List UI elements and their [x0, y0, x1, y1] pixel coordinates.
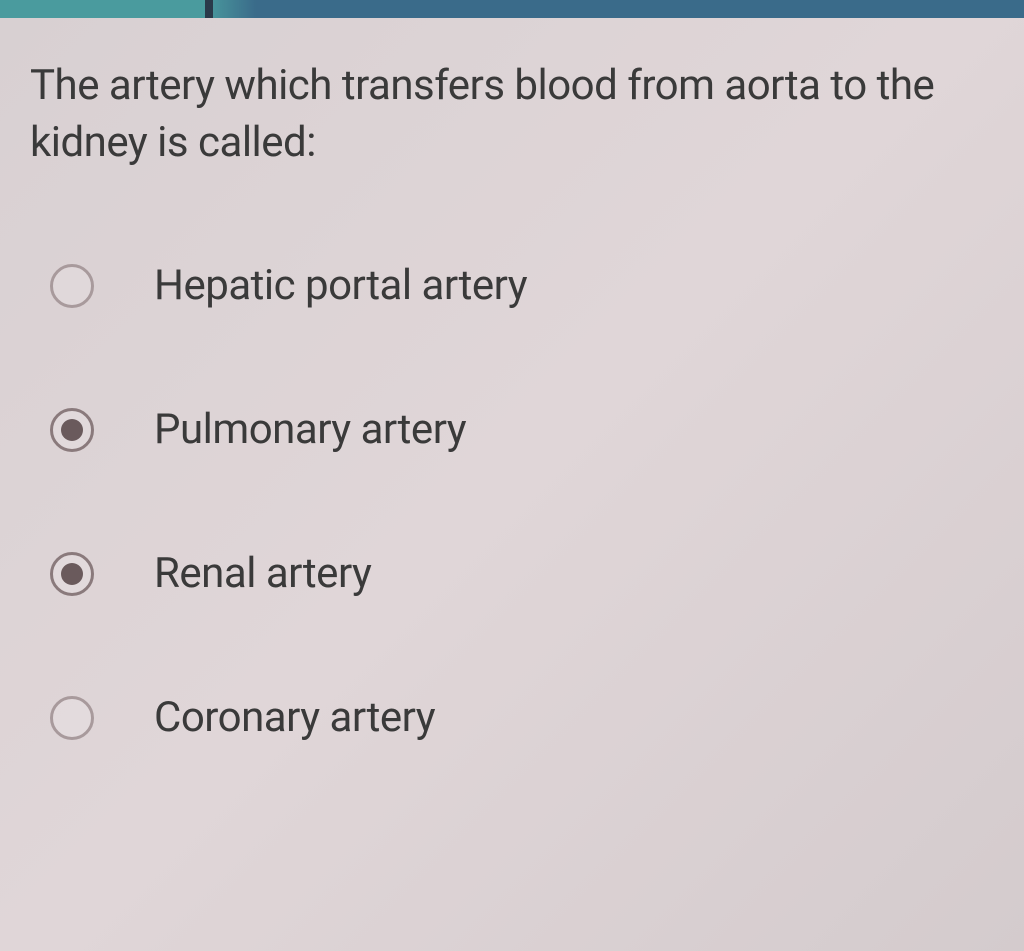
option-pulmonary[interactable]: Pulmonary artery	[50, 405, 994, 454]
top-status-bar	[0, 0, 1024, 18]
options-list: Hepatic portal artery Pulmonary artery R…	[30, 261, 994, 742]
option-label-renal: Renal artery	[154, 549, 371, 598]
option-label-coronary: Coronary artery	[154, 693, 435, 742]
option-label-pulmonary: Pulmonary artery	[154, 405, 466, 454]
radio-pulmonary[interactable]	[50, 408, 94, 452]
option-label-hepatic: Hepatic portal artery	[154, 261, 527, 310]
option-hepatic[interactable]: Hepatic portal artery	[50, 261, 994, 310]
question-text: The artery which transfers blood from ao…	[30, 58, 994, 171]
option-coronary[interactable]: Coronary artery	[50, 693, 994, 742]
quiz-content: The artery which transfers blood from ao…	[0, 18, 1024, 772]
radio-coronary[interactable]	[50, 696, 94, 740]
option-renal[interactable]: Renal artery	[50, 549, 994, 598]
radio-hepatic[interactable]	[50, 264, 94, 308]
radio-renal[interactable]	[50, 552, 94, 596]
